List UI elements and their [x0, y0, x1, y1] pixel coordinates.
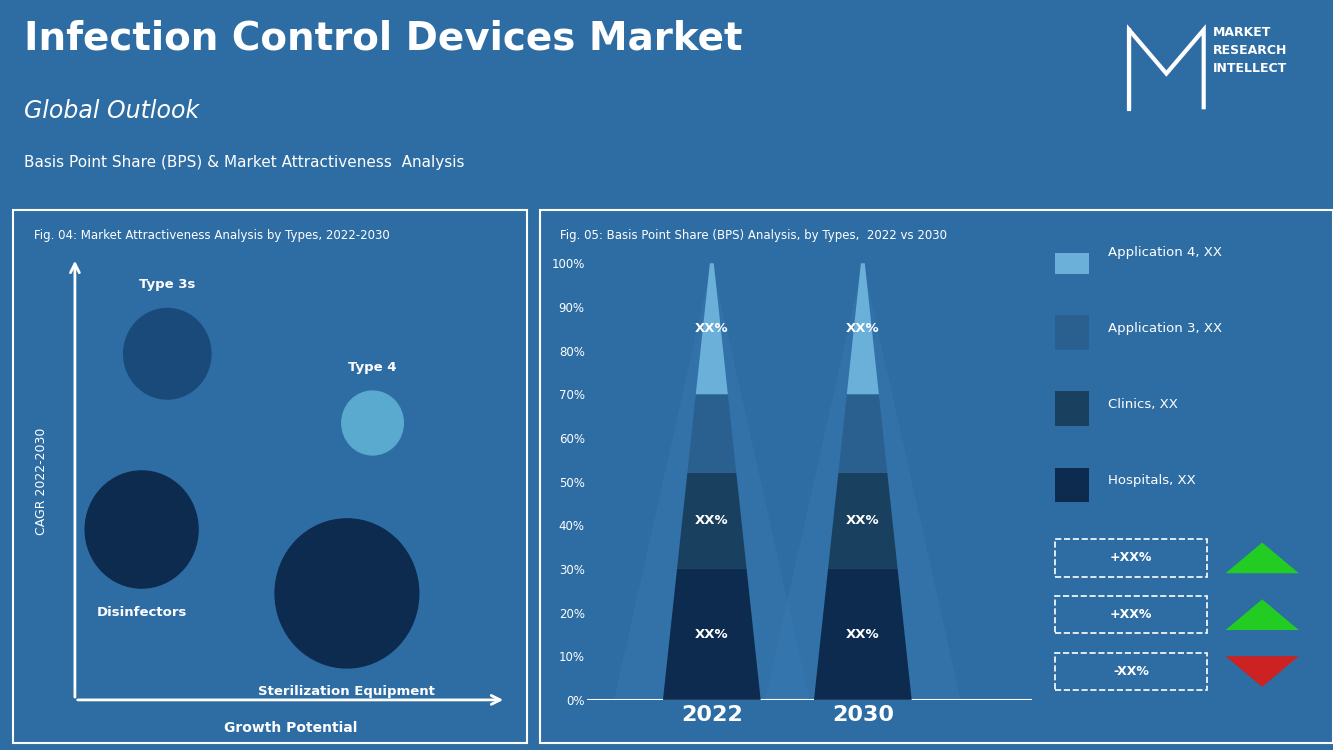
Circle shape — [85, 471, 199, 588]
Text: Growth Potential: Growth Potential — [224, 721, 357, 734]
Bar — [1056, 239, 1089, 274]
Text: XX%: XX% — [694, 628, 729, 641]
Text: Global Outlook: Global Outlook — [24, 100, 199, 123]
Text: XX%: XX% — [846, 628, 880, 641]
Text: Sterilization Equipment: Sterilization Equipment — [259, 686, 436, 698]
Polygon shape — [696, 263, 728, 394]
Text: Clinics, XX: Clinics, XX — [1108, 398, 1177, 411]
Text: Hospitals, XX: Hospitals, XX — [1108, 474, 1196, 488]
Text: XX%: XX% — [694, 514, 729, 527]
Polygon shape — [814, 569, 912, 700]
Bar — [1056, 392, 1089, 426]
Text: XX%: XX% — [694, 322, 729, 335]
Polygon shape — [1225, 599, 1298, 630]
Polygon shape — [838, 394, 888, 472]
Polygon shape — [765, 263, 961, 700]
Text: XX%: XX% — [846, 322, 880, 335]
Text: -XX%: -XX% — [1113, 665, 1149, 678]
Polygon shape — [846, 263, 878, 394]
Bar — [1056, 467, 1089, 502]
Text: Basis Point Share (BPS) & Market Attractiveness  Analysis: Basis Point Share (BPS) & Market Attract… — [24, 155, 464, 170]
Polygon shape — [615, 263, 809, 700]
Text: Fig. 05: Basis Point Share (BPS) Analysis, by Types,  2022 vs 2030: Fig. 05: Basis Point Share (BPS) Analysi… — [560, 229, 946, 242]
Circle shape — [124, 308, 211, 399]
Text: Application 4, XX: Application 4, XX — [1108, 246, 1222, 259]
Circle shape — [275, 519, 419, 668]
Circle shape — [341, 391, 404, 455]
Text: +XX%: +XX% — [1110, 551, 1153, 565]
Text: Type 4: Type 4 — [348, 361, 397, 374]
Bar — [1056, 315, 1089, 350]
Text: Fig. 04: Market Attractiveness Analysis by Types, 2022-2030: Fig. 04: Market Attractiveness Analysis … — [33, 229, 389, 242]
Text: +XX%: +XX% — [1110, 608, 1153, 621]
Polygon shape — [828, 472, 897, 569]
Text: MARKET
RESEARCH
INTELLECT: MARKET RESEARCH INTELLECT — [1213, 26, 1288, 75]
Text: Application 3, XX: Application 3, XX — [1108, 322, 1222, 335]
Text: Type 3s: Type 3s — [139, 278, 196, 291]
Text: XX%: XX% — [846, 514, 880, 527]
Polygon shape — [677, 472, 746, 569]
Polygon shape — [1225, 656, 1298, 687]
Polygon shape — [688, 394, 736, 472]
Text: CAGR 2022-2030: CAGR 2022-2030 — [35, 428, 48, 536]
Text: Infection Control Devices Market: Infection Control Devices Market — [24, 20, 742, 58]
Text: Disinfectors: Disinfectors — [96, 605, 187, 619]
Polygon shape — [663, 569, 761, 700]
Polygon shape — [1225, 542, 1298, 573]
